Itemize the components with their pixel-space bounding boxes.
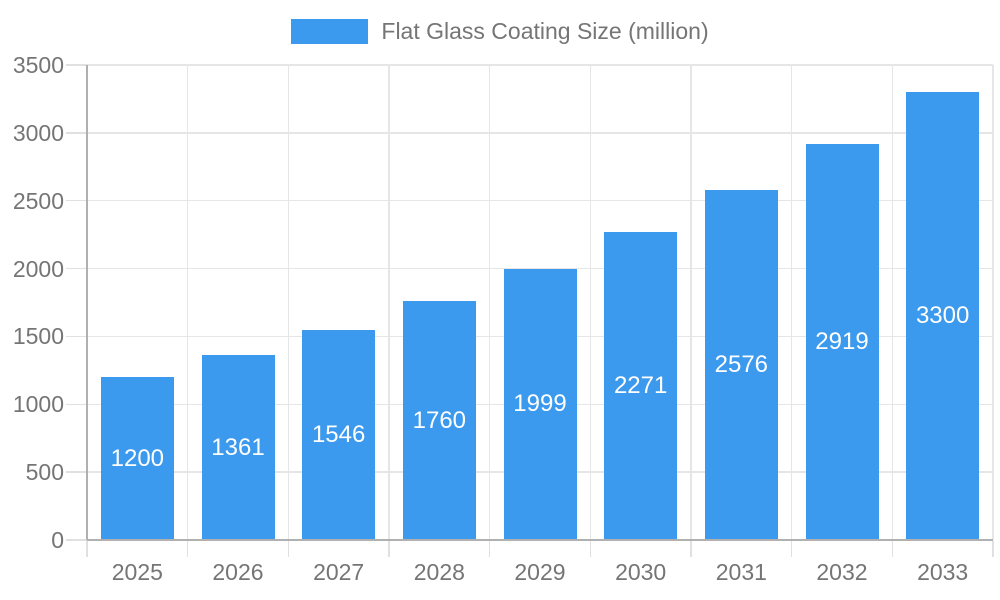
bar[interactable]: 1200 [100,377,174,540]
bar[interactable]: 1760 [402,301,476,540]
y-axis-tick-label: 2500 [12,187,64,214]
x-gridline [891,65,894,540]
x-tick [992,541,994,557]
x-gridline [589,65,592,540]
x-axis-tick-label: 2030 [615,559,667,585]
bar-value-label: 1546 [311,421,366,449]
y-tick [66,64,87,66]
bar-value-label: 2576 [714,351,769,379]
x-gridline [186,65,189,540]
x-tick [186,541,189,557]
bar[interactable]: 2271 [604,231,678,540]
bar-value-label: 1361 [211,433,265,461]
x-tick [589,541,592,557]
x-axis-tick-label: 2031 [715,559,767,585]
y-gridline [87,132,993,134]
y-axis-tick-label: 3000 [12,119,64,146]
y-axis-line [86,65,88,540]
x-gridline [690,65,692,540]
x-gridline [790,65,793,540]
x-tick [287,541,290,557]
x-tick [891,541,894,557]
y-tick [66,132,87,134]
bar[interactable]: 1546 [302,330,376,540]
bar[interactable]: 1999 [503,268,577,540]
bar-value-label: 1200 [110,444,165,472]
x-axis-tick-label: 2033 [917,559,969,585]
bar-value-label: 2271 [613,371,668,399]
y-gridline [87,64,993,66]
y-gridline [87,267,993,270]
y-axis-tick-label: 1000 [12,391,64,418]
bar-value-label: 2919 [815,327,869,355]
x-gridline [287,65,290,540]
x-axis-line [87,539,993,541]
x-axis-tick-label: 2029 [514,559,566,585]
y-tick [66,471,87,473]
x-tick [488,541,491,557]
legend-label: Flat Glass Coating Size (million) [381,18,709,44]
y-axis-tick-label: 0 [51,527,64,553]
bar[interactable]: 2576 [704,190,778,540]
x-tick [86,541,88,557]
y-axis-tick-label: 1500 [12,323,64,350]
x-tick [388,541,390,557]
legend[interactable]: Flat Glass Coating Size (million) [0,18,1000,44]
y-tick [66,267,87,270]
y-gridline [87,199,993,202]
x-tick [790,541,793,557]
x-axis-tick-label: 2025 [111,559,163,585]
y-tick [66,403,87,406]
x-gridline [992,65,994,540]
y-axis-tick-label: 500 [25,459,64,486]
x-axis-tick-label: 2026 [212,559,264,585]
x-gridline [488,65,491,540]
y-axis-tick-label: 3500 [12,52,64,78]
x-axis-tick-label: 2028 [413,559,465,585]
bar-value-label: 1760 [412,406,467,434]
x-axis-tick-label: 2032 [816,559,868,585]
y-tick [66,539,87,541]
bar-value-label: 1999 [513,390,567,418]
y-tick [66,199,87,202]
bar[interactable]: 1361 [201,355,275,540]
x-axis-tick-label: 2027 [313,559,365,585]
x-gridline [388,65,390,540]
x-tick [690,541,692,557]
bar[interactable]: 3300 [906,92,980,540]
legend-swatch-icon [291,19,369,44]
y-axis-tick-label: 2000 [12,255,64,282]
bar-value-label: 3300 [915,302,970,330]
bar[interactable]: 2919 [805,143,879,540]
y-tick [66,335,87,338]
